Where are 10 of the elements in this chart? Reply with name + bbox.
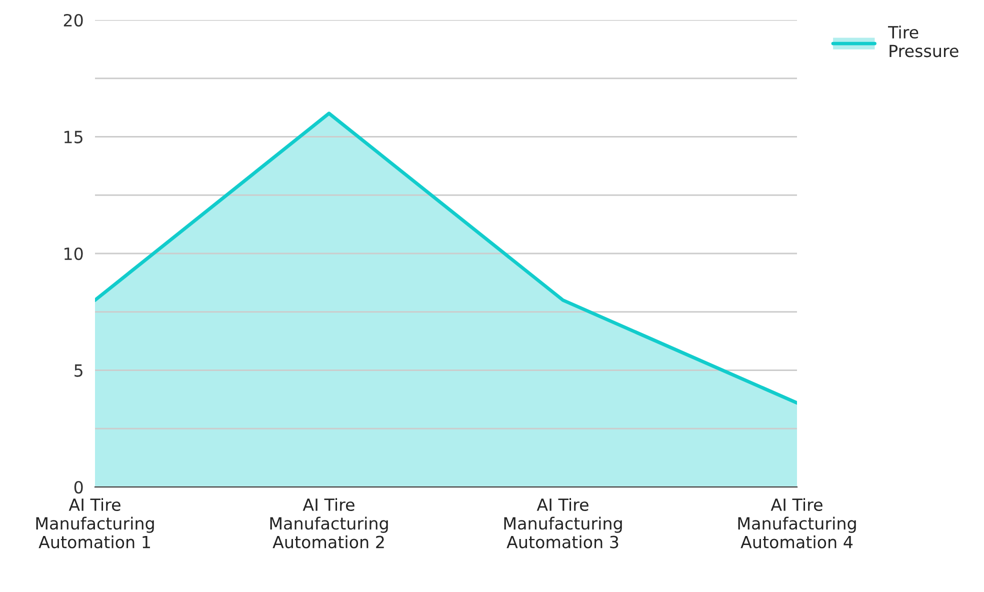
y-tick-label: 15 [64, 130, 82, 144]
y-tick-label: 5 [74, 364, 82, 377]
x-tick-label: AI Tire Manufacturing Automation 1 [36, 498, 154, 548]
x-tick-label: AI Tire Manufacturing Automation 3 [504, 498, 622, 548]
legend-label: Tire Pressure [888, 26, 958, 58]
y-tick-label: 20 [64, 14, 83, 27]
y-tick-label: 10 [64, 247, 83, 260]
y-tick-label: 0 [74, 480, 83, 494]
x-tick-label: AI Tire Manufacturing Automation 4 [738, 498, 856, 548]
x-tick-label: AI Tire Manufacturing Automation 2 [270, 498, 388, 548]
